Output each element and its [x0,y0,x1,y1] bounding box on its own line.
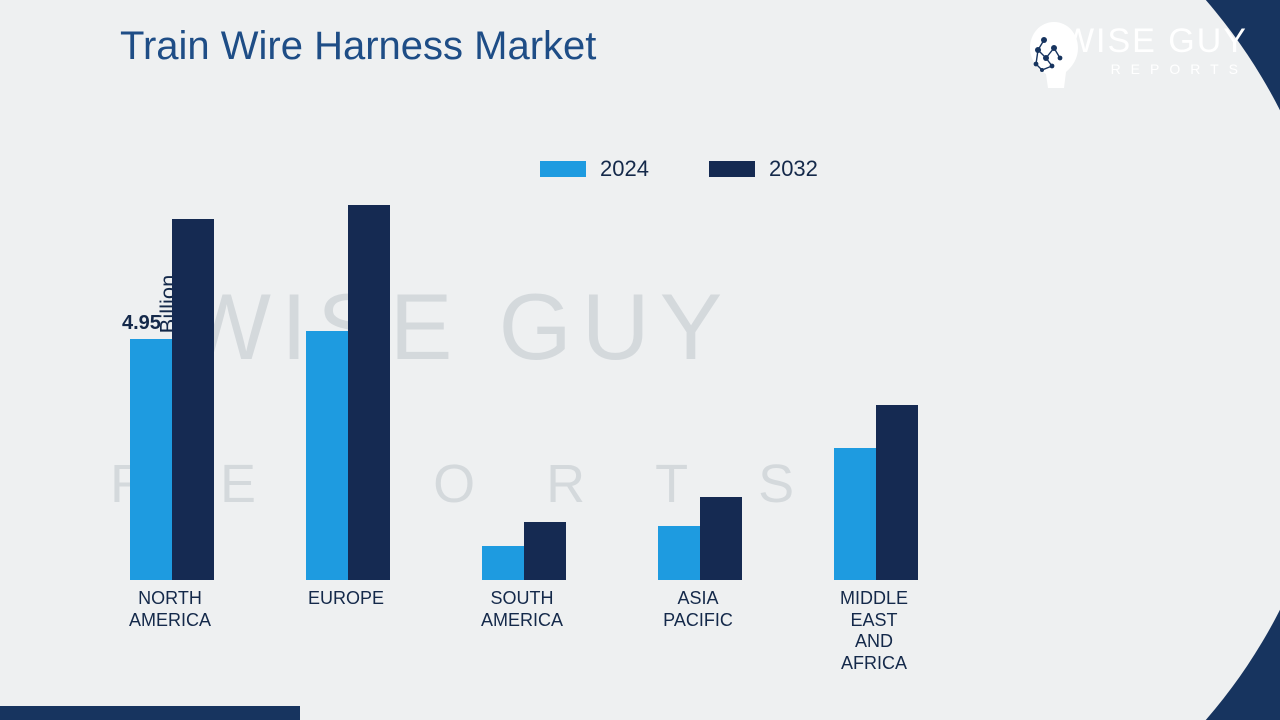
category-label: EUROPE [276,580,416,610]
bar [658,526,700,580]
category-label: MIDDLE EAST AND AFRICA [804,580,944,674]
category-label: SOUTH AMERICA [452,580,592,631]
brand-line1: WISE GUY [1062,24,1248,58]
legend-item-2024: 2024 [540,156,649,182]
legend-swatch-2024 [540,161,586,177]
brand-panel [960,0,1280,720]
plot-area: NORTH AMERICA4.95EUROPESOUTH AMERICAASIA… [100,190,980,580]
brand-logo: WISE GUY REPORTS [1062,24,1248,80]
bar [482,546,524,580]
legend-label-2032: 2032 [769,156,818,182]
bar [130,339,172,580]
legend: 2024 2032 [540,156,818,182]
bar [306,331,348,580]
bar [524,522,566,581]
legend-swatch-2032 [709,161,755,177]
brand-line2: REPORTS [1062,58,1248,80]
bar [700,497,742,580]
legend-label-2024: 2024 [600,156,649,182]
bar [876,405,918,581]
legend-item-2032: 2032 [709,156,818,182]
category-label: NORTH AMERICA [100,580,240,631]
footer-accent [0,706,300,720]
chart-title: Train Wire Harness Market [120,24,596,69]
category-label: ASIA PACIFIC [628,580,768,631]
bar [834,448,876,580]
value-label: 4.95 [122,312,161,335]
bar [348,205,390,580]
bar [172,219,214,580]
